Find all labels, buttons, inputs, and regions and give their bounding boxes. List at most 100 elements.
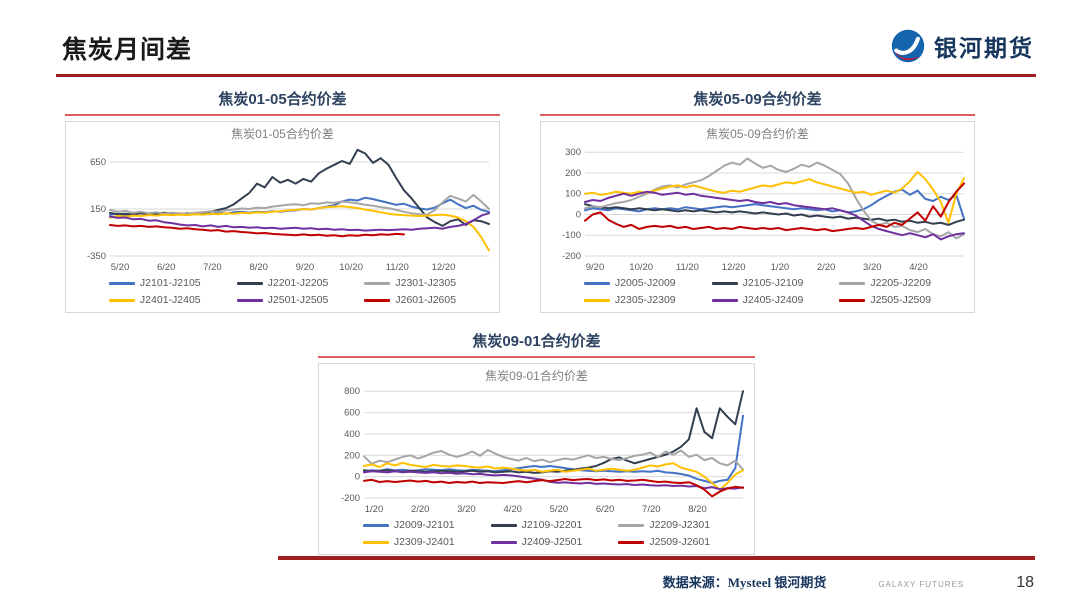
- svg-text:150: 150: [90, 204, 106, 215]
- svg-text:9/20: 9/20: [296, 262, 315, 273]
- legend-item: J2009-J2101: [362, 519, 455, 531]
- svg-text:-200: -200: [562, 251, 581, 262]
- svg-text:2/20: 2/20: [411, 504, 430, 515]
- footer: 数据来源：Mysteel 银河期货 GALAXY FUTURES 18: [663, 572, 1034, 592]
- svg-text:0: 0: [576, 210, 581, 221]
- svg-text:5/20: 5/20: [550, 504, 569, 515]
- legend-item: J2305-J2309: [583, 294, 676, 306]
- svg-text:10/20: 10/20: [339, 262, 363, 273]
- legend-swatch: [108, 281, 135, 285]
- legend-label: J2201-J2205: [267, 277, 329, 289]
- svg-text:2/20: 2/20: [817, 262, 836, 273]
- svg-text:7/20: 7/20: [642, 504, 661, 515]
- chart-card: 焦炭05-09合约价差 300 200 100 0 -100 -200 9/20 10/20 11…: [540, 121, 975, 313]
- svg-text:200: 200: [344, 450, 360, 461]
- chart-legend: J2101-J2105 J2201-J2205 J2301-J2305 J2401-J…: [70, 277, 495, 306]
- legend-item: J2601-J2605: [364, 294, 456, 306]
- svg-text:4/20: 4/20: [503, 504, 522, 515]
- legend-item: J2005-J2009: [583, 277, 676, 289]
- svg-text:400: 400: [344, 429, 360, 440]
- legend-label: J2601-J2605: [395, 294, 457, 306]
- legend-label: J2409-J2501: [521, 536, 583, 548]
- legend-label: J2005-J2009: [614, 277, 676, 289]
- svg-text:5/20: 5/20: [111, 262, 130, 273]
- legend-item: J2209-J2301: [618, 519, 710, 531]
- svg-text:6/20: 6/20: [157, 262, 176, 273]
- svg-text:12/20: 12/20: [722, 262, 746, 273]
- galaxy-swirl-icon: [891, 29, 925, 63]
- svg-text:1/20: 1/20: [365, 504, 384, 515]
- chart-card: 焦炭09-01合约价差 800 600 400 200 0 -200 1/20 2/20 3/20…: [318, 363, 755, 555]
- legend-swatch: [618, 540, 645, 544]
- chart-card: 焦炭01-05合约价差 650 150 -350 5/20 6/20 7/20 8/20 9/2…: [65, 121, 500, 313]
- svg-text:焦炭09-01合约价差: 焦炭09-01合约价差: [485, 368, 588, 383]
- chart-header: 焦炭05-09合约价差: [693, 91, 822, 108]
- legend-swatch: [236, 298, 263, 302]
- svg-text:100: 100: [565, 189, 581, 200]
- legend-swatch: [711, 298, 738, 302]
- legend-swatch: [839, 281, 866, 285]
- svg-text:7/20: 7/20: [203, 262, 222, 273]
- svg-text:3/20: 3/20: [457, 504, 476, 515]
- legend-swatch: [839, 298, 866, 302]
- chart-header: 焦炭01-05合约价差: [218, 91, 347, 108]
- legend-item: J2405-J2409: [711, 294, 804, 306]
- legend-label: J2301-J2305: [395, 277, 457, 289]
- legend-label: J2505-J2509: [870, 294, 932, 306]
- svg-text:4/20: 4/20: [909, 262, 928, 273]
- svg-text:焦炭01-05合约价差: 焦炭01-05合约价差: [231, 126, 334, 141]
- page-number: 18: [1016, 574, 1034, 591]
- legend-swatch: [236, 281, 263, 285]
- legend-swatch: [364, 298, 391, 302]
- svg-text:8/20: 8/20: [688, 504, 707, 515]
- svg-text:焦炭05-09合约价差: 焦炭05-09合约价差: [706, 126, 809, 141]
- legend-item: J2505-J2509: [839, 294, 931, 306]
- legend-item: J2409-J2501: [490, 536, 583, 548]
- svg-text:-200: -200: [341, 493, 360, 504]
- brand-name: 银河期货: [934, 35, 1034, 61]
- svg-text:6/20: 6/20: [596, 504, 615, 515]
- legend-label: J2405-J2409: [742, 294, 804, 306]
- data-source: 数据来源：Mysteel 银河期货: [662, 575, 827, 590]
- chart-canvas: 焦炭09-01合约价差 800 600 400 200 0 -200 1/20 2/20 3/20…: [341, 368, 744, 515]
- legend-swatch: [362, 523, 389, 527]
- svg-text:650: 650: [90, 157, 106, 168]
- legend-label: J2009-J2101: [393, 519, 455, 531]
- chart-header-rule: [318, 356, 755, 358]
- legend-item: J2501-J2505: [236, 294, 329, 306]
- title-underline: [56, 74, 1036, 77]
- chart-header: 焦炭09-01合约价差: [472, 333, 601, 350]
- chart-header-rule: [540, 114, 975, 116]
- legend-item: J2301-J2305: [364, 277, 456, 289]
- legend-label: J2101-J2105: [139, 277, 201, 289]
- chart-block-09-01: 焦炭09-01合约价差 焦炭09-01合约价差 800 600 400 200 0 -200…: [318, 330, 755, 555]
- legend-item: J2205-J2209: [839, 277, 931, 289]
- svg-text:1/20: 1/20: [771, 262, 790, 273]
- legend-label: J2309-J2401: [393, 536, 455, 548]
- legend-item: J2401-J2405: [108, 294, 201, 306]
- legend-label: J2105-J2109: [742, 277, 804, 289]
- legend-item: J2105-J2109: [711, 277, 804, 289]
- svg-text:11/20: 11/20: [676, 262, 699, 273]
- svg-text:300: 300: [565, 147, 581, 158]
- legend-swatch: [364, 281, 391, 285]
- footer-rule: [278, 556, 1035, 560]
- legend-swatch: [490, 540, 517, 544]
- svg-text:12/20: 12/20: [432, 262, 456, 273]
- legend-label: J2209-J2301: [649, 519, 711, 531]
- svg-text:800: 800: [344, 386, 360, 397]
- legend-swatch: [362, 540, 389, 544]
- legend-swatch: [108, 298, 135, 302]
- chart-block-05-09: 焦炭05-09合约价差 焦炭05-09合约价差 300 200 100 0 -100 -20…: [540, 88, 975, 313]
- brand-footer: GALAXY FUTURES: [878, 580, 965, 589]
- svg-text:9/20: 9/20: [586, 262, 605, 273]
- svg-text:-350: -350: [87, 251, 106, 262]
- svg-text:200: 200: [565, 168, 581, 179]
- svg-text:3/20: 3/20: [863, 262, 882, 273]
- legend-item: J2509-J2601: [618, 536, 710, 548]
- legend-item: J2309-J2401: [362, 536, 455, 548]
- legend-label: J2501-J2505: [267, 294, 329, 306]
- svg-text:10/20: 10/20: [629, 262, 653, 273]
- chart-block-01-05: 焦炭01-05合约价差 焦炭01-05合约价差 650 150 -350 5/20 6/2…: [65, 88, 500, 313]
- svg-text:-100: -100: [562, 230, 581, 241]
